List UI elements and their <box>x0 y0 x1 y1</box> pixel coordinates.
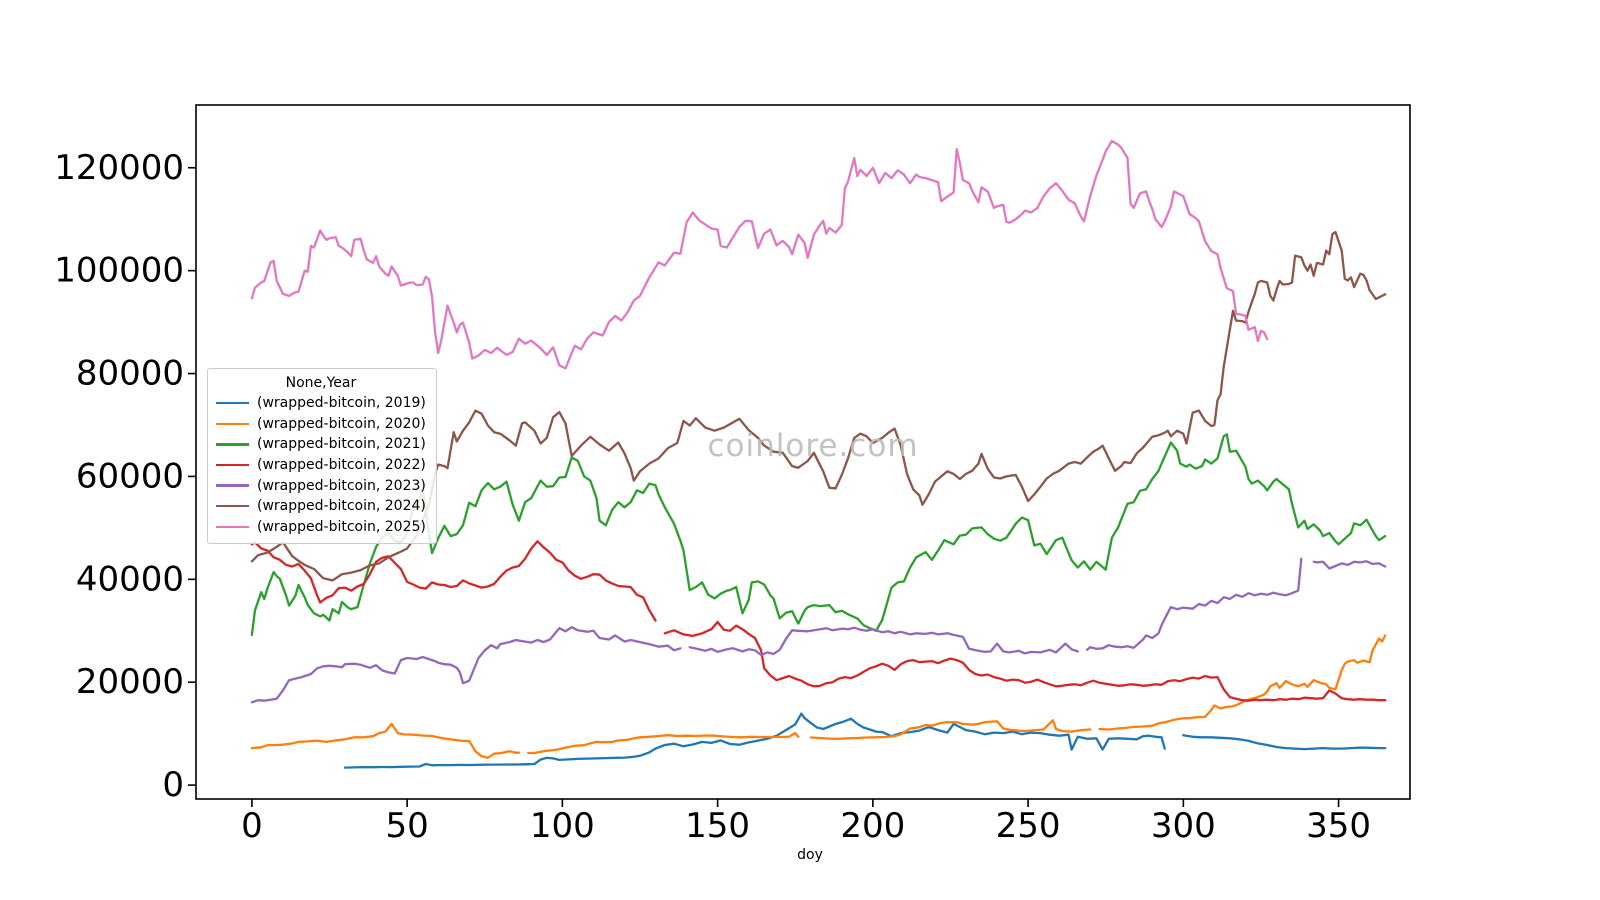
x-tick-label: 250 <box>996 806 1061 846</box>
legend-item: (wrapped-bitcoin, 2020) <box>216 414 426 435</box>
legend-item: (wrapped-bitcoin, 2019) <box>216 393 426 414</box>
legend-item: (wrapped-bitcoin, 2024) <box>216 496 426 517</box>
series-line-2020 <box>527 731 800 755</box>
legend-line-swatch <box>216 402 249 405</box>
watermark: coinlore.com <box>707 428 919 464</box>
legend-item: (wrapped-bitcoin, 2023) <box>216 475 426 496</box>
y-tick-label: 100000 <box>54 251 184 291</box>
series-line-2020 <box>809 719 1092 740</box>
x-tick-label: 50 <box>385 806 428 846</box>
legend-line-swatch <box>216 443 249 446</box>
x-tick-label: 100 <box>530 806 595 846</box>
x-axis-label: doy <box>797 847 823 863</box>
series-line-2020 <box>250 722 521 759</box>
series-line-2019 <box>1182 734 1387 751</box>
series-line-2023 <box>250 626 682 704</box>
x-tick-label: 350 <box>1306 806 1371 846</box>
y-tick-label: 0 <box>162 765 184 805</box>
legend-item-label: (wrapped-bitcoin, 2020) <box>257 415 426 432</box>
legend-line-swatch <box>216 484 249 487</box>
y-tick-label: 20000 <box>76 662 184 702</box>
legend: None,Year (wrapped-bitcoin, 2019) (wrappe… <box>207 368 437 545</box>
legend-title: None,Year <box>285 375 357 391</box>
legend-item: (wrapped-bitcoin, 2022) <box>216 455 426 476</box>
legend-item-label: (wrapped-bitcoin, 2021) <box>257 436 426 453</box>
series-line-2019 <box>343 712 1166 769</box>
series-line-2023 <box>688 626 1079 657</box>
series-line-2020 <box>1098 634 1387 731</box>
x-tick-label: 300 <box>1151 806 1216 846</box>
y-tick-label: 60000 <box>76 456 184 496</box>
legend-items: (wrapped-bitcoin, 2019) (wrapped-bitcoin,… <box>216 393 426 537</box>
series-line-2022 <box>663 620 1387 702</box>
legend-item: (wrapped-bitcoin, 2025) <box>216 517 426 538</box>
legend-item-label: (wrapped-bitcoin, 2023) <box>257 477 426 494</box>
y-tick-label: 80000 <box>76 354 184 394</box>
legend-line-swatch <box>216 422 249 426</box>
x-tick-label: 0 <box>241 806 263 846</box>
series-line-2024 <box>250 230 1387 582</box>
y-tick-label: 120000 <box>54 148 184 188</box>
series-line-2023 <box>1085 557 1303 651</box>
series-line-2023 <box>1312 560 1387 570</box>
legend-item-label: (wrapped-bitcoin, 2024) <box>257 498 426 515</box>
legend-line-swatch <box>216 463 249 467</box>
series-line-2022 <box>250 540 657 622</box>
legend-item-label: (wrapped-bitcoin, 2019) <box>257 395 426 412</box>
y-tick-label: 40000 <box>76 559 184 599</box>
legend-line-swatch <box>216 525 249 529</box>
legend-item-label: (wrapped-bitcoin, 2022) <box>257 457 426 474</box>
x-tick-label: 200 <box>840 806 905 846</box>
plot-frame <box>195 104 1411 800</box>
legend-item: (wrapped-bitcoin, 2021) <box>216 434 426 455</box>
series-line-2025 <box>250 139 1269 370</box>
legend-line-swatch <box>216 505 249 508</box>
x-tick-label: 150 <box>685 806 750 846</box>
legend-item-label: (wrapped-bitcoin, 2025) <box>257 518 426 535</box>
